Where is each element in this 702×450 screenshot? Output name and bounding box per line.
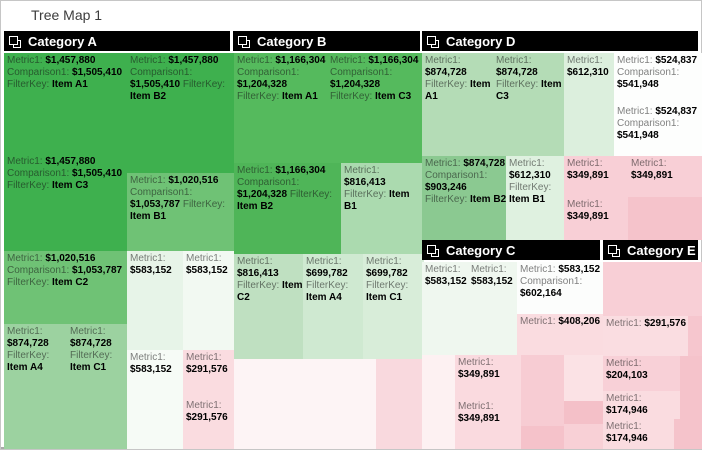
- treemap-cell-d-item-a1[interactable]: Metric1: $874,728 FilterKey: Item A1: [422, 53, 495, 157]
- stacked-squares-icon: [608, 244, 621, 257]
- category-label: Category B: [257, 33, 327, 49]
- treemap-cell-a-8[interactable]: Metric1: $583,152: [127, 251, 185, 351]
- treemap-cell-a-item-c1[interactable]: Metric1: $874,728 FilterKey: Item C1: [67, 324, 129, 449]
- treemap-cell-d-9[interactable]: Metric1: $349,891: [564, 197, 630, 240]
- category-header-e[interactable]: Category E: [603, 240, 698, 260]
- treemap-cell-b-11[interactable]: [376, 359, 424, 402]
- treemap-cell-e-7[interactable]: Metric1: $174,946: [603, 391, 682, 420]
- category-label: Category D: [446, 33, 516, 49]
- category-label: Category E: [627, 242, 696, 258]
- treemap-cell-d-10[interactable]: Metric1: $349,891: [628, 156, 702, 198]
- stacked-squares-icon: [238, 35, 251, 48]
- treemap-cell-e-6[interactable]: [680, 356, 702, 392]
- treemap-cell-e-5[interactable]: Metric1: $204,103: [603, 356, 682, 392]
- treemap-cell-c-6[interactable]: Metric1: $349,891: [455, 355, 523, 400]
- treemap-cell-e-3[interactable]: Metric1: $291,576: [603, 316, 690, 357]
- treemap-cell-a-10[interactable]: Metric1: $583,152: [127, 350, 185, 449]
- treemap-cell-a-11[interactable]: Metric1: $291,576: [183, 350, 234, 399]
- treemap-cell-a-item-a1[interactable]: Metric1: $1,457,880 Comparison1: $1,505,…: [4, 53, 129, 155]
- treemap-cell-d-8[interactable]: Metric1: $349,891: [564, 156, 630, 198]
- treemap-cell-a-item-c3[interactable]: Metric1: $1,457,880 Comparison1: $1,505,…: [4, 154, 129, 252]
- category-label: Category C: [446, 242, 516, 258]
- treemap-cell-b-item-c1[interactable]: Metric1: $699,782 FilterKey: Item C1: [363, 254, 424, 360]
- treemap-cell-e-10[interactable]: [674, 419, 689, 449]
- treemap-cell-d-item-c3[interactable]: Metric1: $874,728 FilterKey: Item C3: [493, 53, 566, 157]
- category-label: Category A: [28, 33, 97, 49]
- category-header-b[interactable]: Category B: [233, 31, 420, 51]
- treemap-cell-c-12[interactable]: [564, 424, 604, 449]
- stacked-squares-icon: [427, 35, 440, 48]
- treemap-cell-c-3[interactable]: Metric1: $583,152 Comparison1: $602,164: [517, 262, 604, 315]
- treemap-cell-b-item-c3[interactable]: Metric1: $1,166,304 Comparison1: $1,204,…: [327, 53, 424, 164]
- treemap-cell-c-1[interactable]: Metric1: $583,152: [422, 262, 470, 356]
- treemap-cell-d-3[interactable]: Metric1: $612,310: [564, 53, 616, 157]
- treemap-cell-b-12[interactable]: [376, 401, 424, 449]
- treemap-cell-e-11[interactable]: [687, 419, 702, 449]
- treemap-cell-e-1[interactable]: [603, 262, 656, 317]
- treemap-cell-b-item-c2[interactable]: Metric1: $816,413 FilterKey: Item C2: [234, 254, 305, 360]
- treemap-cell-b-10[interactable]: [328, 359, 378, 449]
- treemap-cell-b-item-b1[interactable]: Metric1: $816,413 FilterKey: Item B1: [341, 163, 424, 255]
- treemap-cell-b-9[interactable]: [281, 359, 330, 449]
- treemap-cell-c-7[interactable]: Metric1: $349,891: [455, 399, 523, 449]
- stacked-squares-icon: [427, 244, 440, 257]
- treemap-cell-a-item-b1[interactable]: Metric1: $1,020,516 Comparison1: $1,053,…: [127, 173, 234, 252]
- treemap-cell-c-5[interactable]: [422, 355, 457, 449]
- treemap-cell-b-item-a1[interactable]: Metric1: $1,166,304 Comparison1: $1,204,…: [234, 53, 329, 164]
- treemap-cell-d-11[interactable]: [628, 197, 666, 240]
- treemap-cell-c-8[interactable]: [521, 355, 566, 427]
- category-header-a[interactable]: Category A: [4, 31, 230, 51]
- treemap-cell-e-2[interactable]: [654, 262, 702, 317]
- treemap-cell-c-2[interactable]: Metric1: $583,152: [468, 262, 519, 356]
- treemap-cell-a-item-c2[interactable]: Metric1: $1,020,516 Comparison1: $1,053,…: [4, 251, 129, 325]
- treemap-cell-e-9[interactable]: Metric1: $174,946: [603, 419, 676, 449]
- widget-title: Tree Map 1: [31, 7, 103, 23]
- stacked-squares-icon: [9, 35, 22, 48]
- treemap-cell-b-item-a4[interactable]: Metric1: $699,782 FilterKey: Item A4: [303, 254, 365, 360]
- category-header-c[interactable]: Category C: [422, 240, 600, 260]
- treemap-cell-a-item-a4[interactable]: Metric1: $874,728 FilterKey: Item A4: [4, 324, 69, 449]
- treemap-cell-d-item-b1[interactable]: Metric1: $612,310 FilterKey: Item B1: [506, 156, 566, 240]
- widget-titlebar: Tree Map 1: [1, 1, 701, 30]
- category-header-d[interactable]: Category D: [422, 31, 698, 51]
- treemap-cell-e-8[interactable]: [680, 391, 702, 420]
- treemap-cell-d-4[interactable]: Metric1: $524,837 Comparison1: $541,948: [614, 53, 702, 105]
- treemap-cell-a-item-b2[interactable]: Metric1: $1,457,880 Comparison1: $1,505,…: [127, 53, 234, 174]
- treemap-cell-d-5[interactable]: Metric1: $524,837 Comparison1: $541,948: [614, 104, 702, 157]
- treemap-cell-e-4[interactable]: [688, 316, 702, 357]
- treemap-cell-c-10[interactable]: [564, 355, 604, 402]
- treemap-cell-b-item-b2[interactable]: Metric1: $1,166,304 Comparison1: $1,204,…: [234, 163, 343, 255]
- treemap-cell-b-8[interactable]: [234, 359, 283, 449]
- treemap-cell-c-9[interactable]: [521, 426, 566, 449]
- treemap-cell-a-9[interactable]: Metric1: $583,152: [183, 251, 234, 351]
- treemap-cell-a-12[interactable]: Metric1: $291,576: [183, 398, 234, 449]
- treemap-cell-c-4[interactable]: Metric1: $408,206: [517, 314, 604, 356]
- treemap-cell-c-11[interactable]: [564, 401, 604, 425]
- treemap-cell-d-12[interactable]: [664, 197, 702, 240]
- treemap-cell-d-item-b2[interactable]: Metric1: $874,728 Comparison1: $903,246 …: [422, 156, 508, 240]
